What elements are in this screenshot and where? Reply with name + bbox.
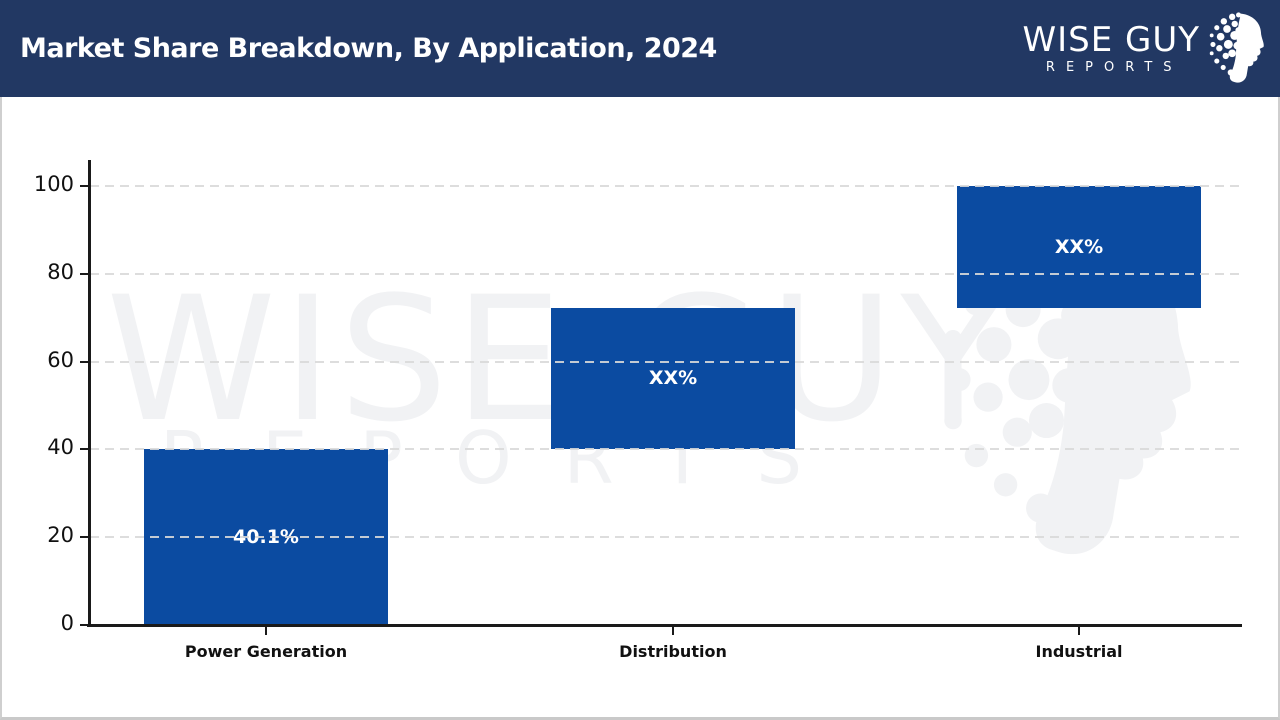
bar-industrial: XX% (957, 186, 1201, 309)
y-tick-label: 100 (33, 172, 74, 196)
y-tick-mark (80, 536, 88, 539)
page-title: Market Share Breakdown, By Application, … (20, 33, 717, 64)
y-tick-mark (80, 624, 88, 626)
gridline-40 (90, 448, 1242, 451)
header-bar: Market Share Breakdown, By Application, … (0, 0, 1280, 97)
bar-value-label: XX% (648, 367, 698, 390)
logo-wordmark: WISE GUY (1022, 20, 1200, 61)
gridline-20 (90, 536, 1242, 539)
gridline-80 (90, 272, 1242, 275)
bar-distribution: XX% (551, 308, 795, 449)
x-axis (87, 624, 1242, 627)
dotted-head-icon (1209, 11, 1264, 83)
x-tick-mark (265, 627, 267, 635)
chart-area: WISE GUY REPORTS 40.1% XX% XX% 0 20 40 60 80 10… (0, 97, 1280, 720)
y-tick-label: 80 (47, 259, 74, 284)
y-tick-mark (80, 448, 88, 451)
y-tick-label: 20 (47, 523, 74, 548)
x-tick-mark (1078, 627, 1080, 635)
gridline-60 (90, 360, 1242, 363)
y-axis (88, 160, 91, 627)
x-category-label-industrial: Industrial (1035, 642, 1123, 661)
x-category-label-distribution: Distribution (619, 642, 727, 661)
y-tick-mark (80, 185, 88, 187)
x-category-label-power-generation: Power Generation (184, 642, 348, 661)
gridline-100 (90, 185, 1242, 187)
y-tick-label: 0 (60, 611, 74, 635)
y-tick-label: 60 (47, 347, 74, 372)
logo-subtitle: REPORTS (1045, 59, 1183, 75)
y-tick-label: 40 (47, 435, 74, 460)
wise-guy-reports-logo: WISE GUY REPORTS (1022, 8, 1268, 90)
logo-text: WISE GUY REPORTS (1022, 20, 1200, 75)
x-tick-mark (672, 627, 674, 635)
y-tick-mark (80, 360, 88, 363)
y-tick-mark (80, 272, 88, 275)
bar-value-label: XX% (1054, 236, 1104, 259)
